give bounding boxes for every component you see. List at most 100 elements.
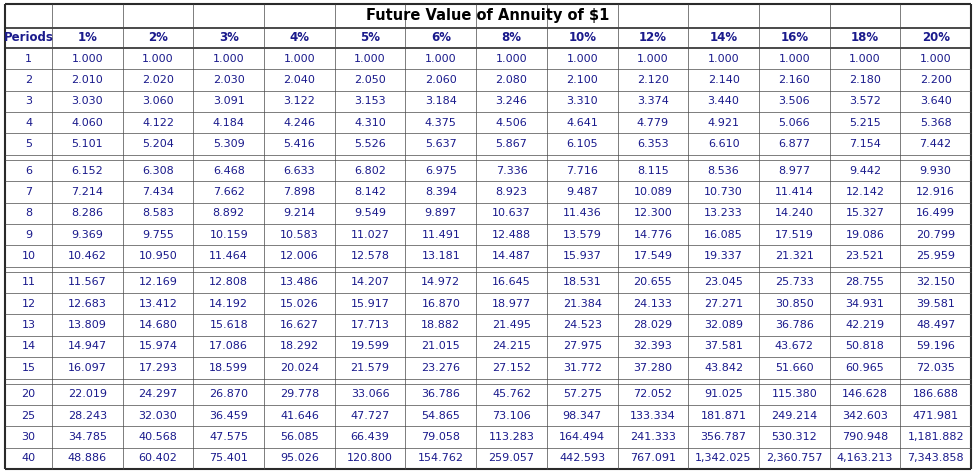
Bar bbox=[5, 315, 971, 336]
Text: 342.603: 342.603 bbox=[842, 411, 888, 420]
Text: 4.506: 4.506 bbox=[496, 118, 527, 128]
Text: 31.772: 31.772 bbox=[563, 363, 601, 373]
Text: 15.917: 15.917 bbox=[350, 299, 389, 309]
Text: 4.060: 4.060 bbox=[71, 118, 103, 128]
Text: 14.947: 14.947 bbox=[67, 342, 107, 351]
Text: 146.628: 146.628 bbox=[842, 389, 888, 399]
Text: 28.243: 28.243 bbox=[67, 411, 107, 420]
Text: 3.440: 3.440 bbox=[708, 96, 740, 106]
Text: 7.898: 7.898 bbox=[283, 187, 315, 197]
Text: 57.275: 57.275 bbox=[563, 389, 601, 399]
Text: 10.089: 10.089 bbox=[633, 187, 672, 197]
Text: 12.169: 12.169 bbox=[139, 277, 178, 288]
Text: 12.488: 12.488 bbox=[492, 229, 531, 240]
Text: 259.057: 259.057 bbox=[489, 453, 535, 464]
Text: 4: 4 bbox=[25, 118, 32, 128]
Text: 1,181.882: 1,181.882 bbox=[908, 432, 964, 442]
Text: 20.799: 20.799 bbox=[916, 229, 956, 240]
Text: 43.672: 43.672 bbox=[775, 342, 814, 351]
Text: 10.950: 10.950 bbox=[139, 251, 178, 261]
Text: 10.583: 10.583 bbox=[280, 229, 319, 240]
Text: 5.637: 5.637 bbox=[425, 139, 457, 149]
Text: 16.499: 16.499 bbox=[916, 208, 956, 218]
Text: 4.779: 4.779 bbox=[636, 118, 669, 128]
Text: 7.154: 7.154 bbox=[849, 139, 881, 149]
Text: 47.727: 47.727 bbox=[350, 411, 389, 420]
Text: 6.610: 6.610 bbox=[708, 139, 740, 149]
Text: 13.412: 13.412 bbox=[139, 299, 178, 309]
Bar bbox=[5, 181, 971, 202]
Text: Periods: Periods bbox=[4, 32, 54, 44]
Text: 16.645: 16.645 bbox=[492, 277, 531, 288]
Text: 790.948: 790.948 bbox=[842, 432, 888, 442]
Text: 40: 40 bbox=[21, 453, 35, 464]
Text: 9.214: 9.214 bbox=[283, 208, 315, 218]
Text: 8.142: 8.142 bbox=[354, 187, 386, 197]
Text: 9.442: 9.442 bbox=[849, 166, 881, 175]
Text: 8.583: 8.583 bbox=[142, 208, 174, 218]
Text: 10%: 10% bbox=[568, 32, 596, 44]
Text: 79.058: 79.058 bbox=[422, 432, 461, 442]
Text: 23.276: 23.276 bbox=[422, 363, 461, 373]
Bar bbox=[5, 272, 971, 293]
Text: 37.581: 37.581 bbox=[704, 342, 743, 351]
Text: 25: 25 bbox=[21, 411, 35, 420]
Text: 133.334: 133.334 bbox=[630, 411, 675, 420]
Text: 36.786: 36.786 bbox=[422, 389, 461, 399]
Text: 1.000: 1.000 bbox=[425, 53, 457, 64]
Text: 19.599: 19.599 bbox=[350, 342, 389, 351]
Bar bbox=[5, 336, 971, 357]
Text: 18.292: 18.292 bbox=[280, 342, 319, 351]
Text: 12%: 12% bbox=[639, 32, 667, 44]
Text: 7,343.858: 7,343.858 bbox=[908, 453, 964, 464]
Text: 10: 10 bbox=[21, 251, 35, 261]
Text: 2: 2 bbox=[25, 75, 32, 85]
Text: 3.030: 3.030 bbox=[71, 96, 103, 106]
Text: 32.150: 32.150 bbox=[916, 277, 956, 288]
Text: 41.646: 41.646 bbox=[280, 411, 319, 420]
Text: 10.637: 10.637 bbox=[492, 208, 531, 218]
Text: 12.006: 12.006 bbox=[280, 251, 319, 261]
Text: 17.713: 17.713 bbox=[350, 320, 389, 330]
Text: 5.204: 5.204 bbox=[142, 139, 174, 149]
Text: 40.568: 40.568 bbox=[139, 432, 178, 442]
Text: 186.688: 186.688 bbox=[913, 389, 958, 399]
Text: 21.495: 21.495 bbox=[492, 320, 531, 330]
Text: 115.380: 115.380 bbox=[771, 389, 817, 399]
Text: 14.192: 14.192 bbox=[209, 299, 248, 309]
Text: 2.120: 2.120 bbox=[637, 75, 669, 85]
Text: 241.333: 241.333 bbox=[630, 432, 675, 442]
Text: 17.086: 17.086 bbox=[209, 342, 248, 351]
Text: 11.491: 11.491 bbox=[422, 229, 461, 240]
Text: 56.085: 56.085 bbox=[280, 432, 319, 442]
Text: 9.549: 9.549 bbox=[354, 208, 386, 218]
Text: 8.892: 8.892 bbox=[213, 208, 245, 218]
Text: 25.959: 25.959 bbox=[916, 251, 956, 261]
Text: Future Value of Annuity of $1: Future Value of Annuity of $1 bbox=[366, 9, 610, 24]
Text: 10.159: 10.159 bbox=[210, 229, 248, 240]
Text: 22.019: 22.019 bbox=[68, 389, 106, 399]
Text: 1,342.025: 1,342.025 bbox=[695, 453, 752, 464]
Bar bbox=[5, 70, 971, 91]
Text: 50.818: 50.818 bbox=[845, 342, 884, 351]
Text: 3.060: 3.060 bbox=[142, 96, 174, 106]
Text: 12.808: 12.808 bbox=[209, 277, 248, 288]
Text: 95.026: 95.026 bbox=[280, 453, 319, 464]
Text: 113.283: 113.283 bbox=[489, 432, 535, 442]
Text: 36.786: 36.786 bbox=[775, 320, 814, 330]
Text: 181.871: 181.871 bbox=[701, 411, 747, 420]
Text: 12.683: 12.683 bbox=[68, 299, 106, 309]
Text: 23.521: 23.521 bbox=[845, 251, 884, 261]
Text: 2.180: 2.180 bbox=[849, 75, 881, 85]
Text: 16.097: 16.097 bbox=[68, 363, 106, 373]
Text: 32.393: 32.393 bbox=[633, 342, 672, 351]
Text: 1: 1 bbox=[25, 53, 32, 64]
Text: 14.207: 14.207 bbox=[350, 277, 389, 288]
Text: 24.215: 24.215 bbox=[492, 342, 531, 351]
Text: 6.468: 6.468 bbox=[213, 166, 245, 175]
Text: 43.842: 43.842 bbox=[704, 363, 743, 373]
Text: 42.219: 42.219 bbox=[845, 320, 884, 330]
Text: 6.152: 6.152 bbox=[71, 166, 103, 175]
Text: 7.336: 7.336 bbox=[496, 166, 527, 175]
Text: 10.730: 10.730 bbox=[705, 187, 743, 197]
